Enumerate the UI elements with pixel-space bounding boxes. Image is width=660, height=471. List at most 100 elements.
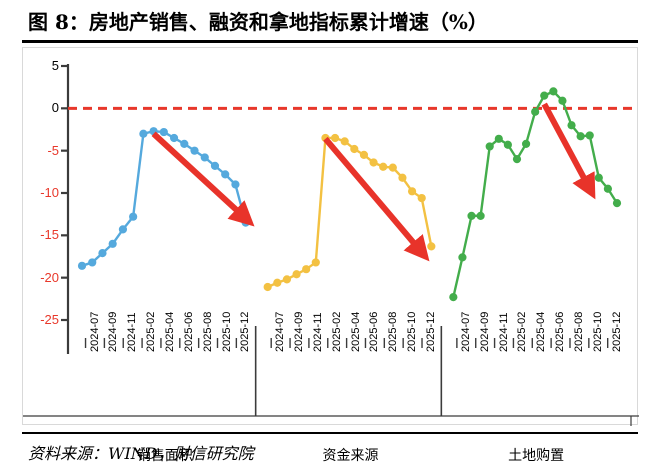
series-marker bbox=[417, 193, 426, 203]
series-marker bbox=[576, 132, 585, 141]
series-marker bbox=[340, 137, 349, 146]
chart-frame: 5 0 -5 -10 -15 -20 -25 2024-07 2024-09 2024-11 202… bbox=[22, 47, 639, 464]
series-marker bbox=[311, 258, 320, 267]
series-marker bbox=[388, 163, 397, 172]
x-axis-tick-label: 2024-07 bbox=[274, 311, 287, 352]
x-axis-tick-label: 2025-10 bbox=[406, 311, 419, 352]
x-axis-tick-label: 2025-08 bbox=[201, 311, 214, 352]
series-marker bbox=[512, 155, 522, 164]
x-axis-tick-label: 2024-09 bbox=[107, 311, 120, 352]
series-marker bbox=[558, 96, 567, 105]
series-marker bbox=[494, 134, 503, 143]
series-marker bbox=[77, 261, 87, 270]
trend-arrow-1 bbox=[151, 131, 255, 227]
panel-label-3: 土地购置 bbox=[508, 448, 565, 464]
series-marker bbox=[369, 158, 378, 167]
x-axis-tick-label: 2025-12 bbox=[239, 311, 252, 352]
x-axis-tick-label: 2025-04 bbox=[535, 311, 548, 352]
x-axis-tick-label: 2025-10 bbox=[591, 311, 604, 352]
x-axis-tick-label: 2025-08 bbox=[387, 311, 400, 352]
x-axis-tick-label: 2025-04 bbox=[349, 311, 362, 352]
x-axis-tick-label: 2025-02 bbox=[145, 311, 158, 352]
x-axis-tick-label: 2025-12 bbox=[425, 311, 438, 352]
panel-label-1: 销售面积 bbox=[136, 448, 193, 464]
x-axis-tick-label: 2024-09 bbox=[478, 311, 491, 352]
series-marker bbox=[210, 161, 220, 171]
x-axis-tick-label: 2024-07 bbox=[459, 311, 472, 352]
series-marker bbox=[458, 253, 467, 262]
series-marker bbox=[585, 131, 594, 140]
series-marker bbox=[594, 173, 603, 182]
series-marker bbox=[567, 121, 576, 130]
x-axis-tick-label: 2025-12 bbox=[610, 311, 623, 352]
series-marker bbox=[485, 142, 494, 151]
y-axis-tick-label: 5 bbox=[51, 58, 59, 73]
series-marker bbox=[282, 275, 292, 284]
series-marker bbox=[200, 153, 209, 162]
x-axis-tick-label: 2025-06 bbox=[554, 311, 567, 352]
chart-plot-area: 5 0 -5 -10 -15 -20 -25 2024-07 2024-09 2024-11 202… bbox=[23, 48, 639, 426]
series-marker bbox=[379, 162, 388, 171]
series-marker bbox=[612, 199, 622, 208]
x-axis-tick-label: 2024-09 bbox=[293, 311, 306, 352]
series-marker bbox=[359, 150, 369, 159]
series-marker bbox=[427, 242, 436, 251]
series-marker bbox=[263, 282, 272, 292]
series-marker bbox=[221, 170, 230, 179]
footer-divider bbox=[22, 432, 638, 434]
x-axis-tick-label: 2024-07 bbox=[88, 311, 101, 352]
y-axis-tick-label: -20 bbox=[40, 269, 59, 285]
y-axis-tick-label: -25 bbox=[40, 312, 59, 327]
series-marker bbox=[129, 212, 138, 221]
series-marker bbox=[449, 293, 458, 302]
series-marker bbox=[302, 265, 311, 274]
page-title: 图 8：房地产销售、融资和拿地指标累计增速（%） bbox=[28, 10, 488, 34]
panel-label-2: 资金来源 bbox=[322, 448, 379, 464]
x-axis-tick-label: 2025-08 bbox=[572, 311, 585, 352]
series-marker bbox=[88, 258, 97, 267]
trend-arrow-3 bbox=[541, 102, 596, 200]
series-marker bbox=[180, 139, 189, 148]
title-block: 图 8：房地产销售、融资和拿地指标累计增速（%） bbox=[0, 0, 660, 48]
series-marker bbox=[330, 133, 340, 143]
source-note: 资料来源：WIND，财信研究院 bbox=[28, 444, 254, 463]
series-marker bbox=[273, 278, 282, 287]
series-marker bbox=[549, 87, 558, 96]
x-axis-tick-label: 2025-02 bbox=[330, 311, 343, 352]
y-axis-tick-label: -15 bbox=[40, 227, 59, 243]
x-axis-tick-label: 2024-11 bbox=[311, 312, 324, 352]
chart-svg bbox=[23, 64, 639, 426]
series-marker bbox=[503, 140, 512, 149]
series-marker bbox=[467, 211, 476, 220]
y-axis-tick-label: 0 bbox=[51, 100, 59, 116]
series-marker bbox=[350, 144, 359, 154]
title-divider bbox=[22, 40, 638, 43]
series-marker bbox=[118, 225, 128, 234]
series-line-2 bbox=[266, 136, 433, 289]
series-marker bbox=[108, 239, 117, 248]
series-marker bbox=[159, 127, 168, 137]
series-marker bbox=[603, 184, 613, 193]
trend-arrow-2 bbox=[323, 136, 430, 262]
x-axis-tick-label: 2024-11 bbox=[497, 312, 510, 352]
series-marker bbox=[407, 187, 417, 196]
series-line-3 bbox=[452, 90, 619, 299]
x-axis-tick-label: 2025-04 bbox=[163, 311, 176, 352]
series-marker bbox=[190, 146, 199, 155]
series-marker bbox=[231, 180, 240, 189]
x-axis-tick-label: 2025-06 bbox=[368, 311, 381, 352]
y-axis-tick-label: -10 bbox=[40, 185, 59, 200]
series-marker bbox=[169, 133, 179, 143]
series-marker bbox=[98, 249, 107, 258]
x-axis-tick-label: 2025-02 bbox=[516, 311, 529, 352]
series-marker bbox=[476, 211, 485, 220]
series-marker bbox=[531, 107, 540, 116]
x-axis-tick-label: 2025-06 bbox=[182, 311, 195, 352]
series-marker bbox=[139, 129, 148, 138]
x-axis-tick-label: 2024-11 bbox=[126, 312, 139, 352]
y-axis-tick-label: -5 bbox=[47, 142, 59, 158]
series-marker bbox=[521, 139, 531, 148]
x-axis-tick-label: 2025-10 bbox=[220, 311, 233, 352]
series-marker bbox=[292, 270, 301, 279]
